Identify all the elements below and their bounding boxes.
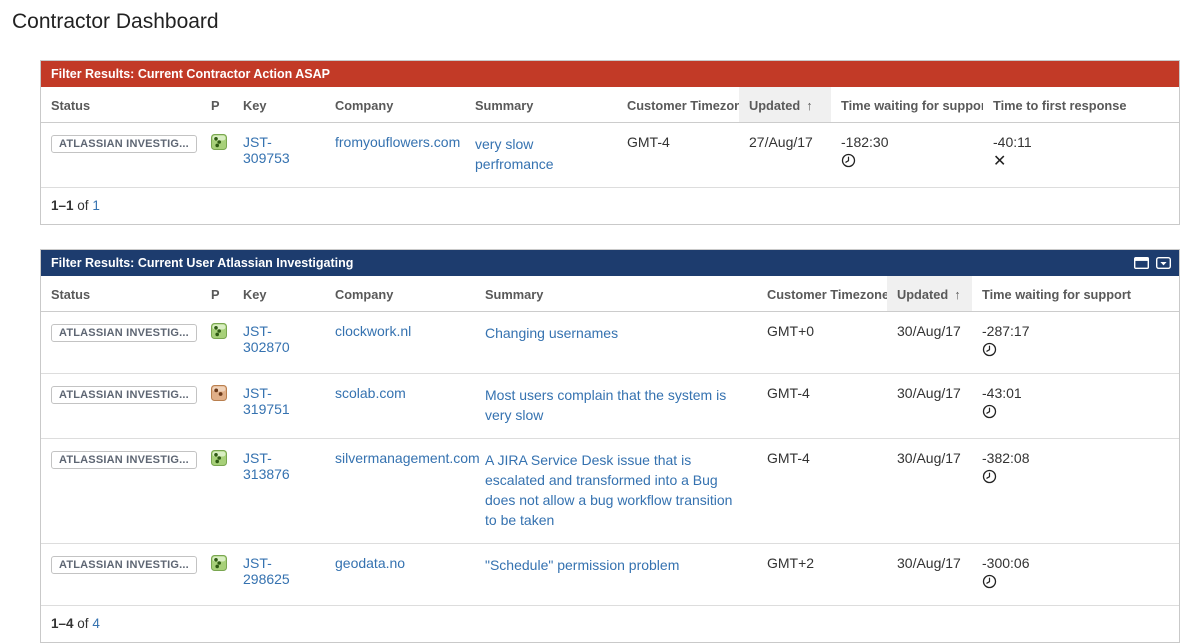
table-row: ATLASSIAN INVESTIG... JST-302870 clockwo… [41, 311, 1179, 374]
issue-table-asap: Status P Key Company Summary Customer Ti… [41, 87, 1179, 188]
summary-link[interactable]: A JIRA Service Desk issue that is escala… [485, 452, 733, 528]
pagination-of-label: of [77, 198, 89, 213]
status-badge: ATLASSIAN INVESTIG... [51, 135, 197, 153]
gadget-header-investigating: Filter Results: Current User Atlassian I… [41, 250, 1179, 276]
column-header-updated[interactable]: Updated ↑ [887, 276, 972, 312]
issue-key-link[interactable]: JST-309753 [243, 134, 290, 166]
issue-table-investigating: Status P Key Company Summary Customer Ti… [41, 276, 1179, 606]
status-badge: ATLASSIAN INVESTIG... [51, 451, 197, 469]
pagination-of-label: of [77, 616, 89, 631]
table-row: ATLASSIAN INVESTIG... JST-319751 scolab.… [41, 373, 1179, 439]
pagination-range: 1–4 [51, 616, 74, 631]
column-header-timezone[interactable]: Customer Timezone [757, 276, 887, 312]
updated-date: 30/Aug/17 [897, 450, 961, 466]
time-waiting-value: -300:06 [982, 555, 1030, 571]
gadget-filter-results-asap: Filter Results: Current Contractor Actio… [40, 60, 1180, 225]
updated-date: 27/Aug/17 [749, 134, 813, 150]
pagination-range: 1–1 [51, 198, 74, 213]
company-link[interactable]: fromyouflowers.com [335, 134, 461, 150]
column-header-time-first-response[interactable]: Time to first response [983, 87, 1179, 123]
customer-timezone: GMT+2 [767, 555, 815, 571]
column-header-company[interactable]: Company [325, 87, 465, 123]
summary-link[interactable]: "Schedule" permission problem [485, 557, 680, 573]
table-row: ATLASSIAN INVESTIG... JST-298625 geodata… [41, 543, 1179, 606]
gadget-header-asap: Filter Results: Current Contractor Actio… [41, 61, 1179, 87]
sort-ascending-icon: ↑ [806, 98, 813, 113]
column-header-status[interactable]: Status [41, 87, 201, 123]
updated-date: 30/Aug/17 [897, 385, 961, 401]
pagination-total-link[interactable]: 4 [92, 616, 100, 631]
gadget-title: Filter Results: Current User Atlassian I… [51, 256, 354, 270]
company-link[interactable]: geodata.no [335, 555, 406, 571]
company-link[interactable]: clockwork.nl [335, 323, 412, 339]
table-header-row: Status P Key Company Summary Customer Ti… [41, 276, 1179, 312]
column-header-summary[interactable]: Summary [475, 276, 757, 312]
dropdown-icon[interactable] [1156, 257, 1171, 269]
time-waiting-value: -43:01 [982, 385, 1022, 401]
issue-key-link[interactable]: JST-302870 [243, 323, 290, 355]
green-dice-3-icon [211, 555, 227, 574]
column-header-updated[interactable]: Updated ↑ [739, 87, 831, 123]
status-badge: ATLASSIAN INVESTIG... [51, 324, 197, 342]
customer-timezone: GMT-4 [627, 134, 670, 150]
column-header-summary[interactable]: Summary [465, 87, 617, 123]
customer-timezone: GMT-4 [767, 450, 810, 466]
orange-dice-2-icon [211, 385, 227, 404]
summary-link[interactable]: Changing usernames [485, 325, 619, 341]
clock-icon [841, 153, 856, 171]
clock-icon [982, 404, 997, 422]
green-dice-3-icon [211, 134, 227, 153]
pagination: 1–1 of 1 [41, 188, 1179, 224]
summary-link[interactable]: very slow perfromance [475, 136, 554, 172]
gadget-toolbar [1134, 257, 1171, 269]
table-header-row: Status P Key Company Summary Customer Ti… [41, 87, 1179, 123]
issue-key-link[interactable]: JST-313876 [243, 450, 290, 482]
time-waiting-value: -182:30 [841, 134, 889, 150]
clock-icon [982, 342, 997, 360]
green-dice-3-icon [211, 450, 227, 469]
time-waiting-value: -382:08 [982, 450, 1030, 466]
updated-date: 30/Aug/17 [897, 555, 961, 571]
customer-timezone: GMT-4 [767, 385, 810, 401]
gadget-title: Filter Results: Current Contractor Actio… [51, 67, 330, 81]
pagination-total-link[interactable]: 1 [92, 198, 100, 213]
clock-icon [982, 469, 997, 487]
page-title: Contractor Dashboard [12, 10, 219, 33]
customer-timezone: GMT+0 [767, 323, 815, 339]
summary-link[interactable]: Most users complain that the system is v… [485, 387, 727, 423]
sort-ascending-icon: ↑ [954, 287, 961, 302]
clock-icon [982, 574, 997, 592]
status-badge: ATLASSIAN INVESTIG... [51, 386, 197, 404]
time-first-response-value: -40:11 [993, 134, 1032, 150]
column-header-time-waiting[interactable]: Time waiting for support [831, 87, 983, 123]
column-header-company[interactable]: Company [325, 276, 475, 312]
table-row: ATLASSIAN INVESTIG... JST-313876 silverm… [41, 438, 1179, 544]
green-dice-3-icon [211, 323, 227, 342]
issue-key-link[interactable]: JST-298625 [243, 555, 290, 587]
column-header-priority[interactable]: P [201, 87, 233, 123]
column-header-timezone[interactable]: Customer Timezone [617, 87, 739, 123]
column-header-priority[interactable]: P [201, 276, 233, 312]
gadget-filter-results-investigating: Filter Results: Current User Atlassian I… [40, 249, 1180, 643]
column-header-key[interactable]: Key [233, 87, 325, 123]
maximize-icon[interactable] [1134, 257, 1149, 269]
company-link[interactable]: silvermanagement.com [335, 450, 480, 466]
column-header-time-waiting[interactable]: Time waiting for support [972, 276, 1179, 312]
issue-key-link[interactable]: JST-319751 [243, 385, 290, 417]
column-header-status[interactable]: Status [41, 276, 201, 312]
status-badge: ATLASSIAN INVESTIG... [51, 556, 197, 574]
company-link[interactable]: scolab.com [335, 385, 406, 401]
x-icon: ✕ [993, 153, 1007, 170]
column-header-key[interactable]: Key [233, 276, 325, 312]
table-row: ATLASSIAN INVESTIG... JST-309753 fromyou… [41, 122, 1179, 188]
time-waiting-value: -287:17 [982, 323, 1030, 339]
updated-date: 30/Aug/17 [897, 323, 961, 339]
pagination: 1–4 of 4 [41, 606, 1179, 642]
